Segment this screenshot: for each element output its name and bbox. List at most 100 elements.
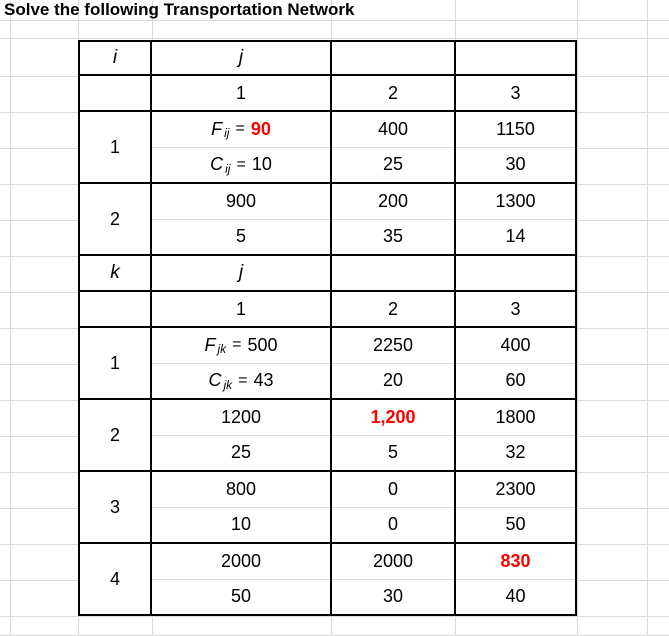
cell-text: 30 [382, 586, 404, 607]
row-label[interactable]: 2 [80, 184, 152, 256]
column-label[interactable]: 3 [456, 76, 577, 112]
unit-cost-cell[interactable]: 30 [332, 580, 454, 615]
sheet-gridline [10, 0, 11, 636]
row-label[interactable]: 1 [80, 328, 152, 400]
variable-subscript: jk [223, 377, 233, 392]
equals-sign: = [238, 371, 248, 389]
cell-text: 0 [387, 478, 398, 499]
cell-text: 32 [505, 442, 526, 463]
unit-cost-cell[interactable]: 50 [152, 580, 330, 615]
fixed-cost-cell[interactable]: 1150 [456, 112, 575, 148]
variable-subscript: ij [224, 126, 230, 141]
destination-axis-header[interactable]: j [152, 256, 332, 292]
unit-cost-cell[interactable]: 5 [152, 220, 330, 255]
unit-cost-cell[interactable]: 25 [332, 148, 454, 183]
fixed-cost-cell[interactable]: 400 [332, 112, 454, 148]
cell-text: 60 [505, 370, 526, 391]
column-label[interactable]: 3 [456, 292, 577, 328]
arc-cell: 900 5 [152, 184, 332, 256]
fixed-cost-cell[interactable]: 2000 [332, 544, 454, 580]
sheet-gridline [0, 38, 669, 39]
unit-cost-cell[interactable]: 50 [456, 508, 575, 543]
column-label[interactable]: 1 [152, 76, 332, 112]
unit-cost-cell[interactable]: 5 [332, 436, 454, 471]
unit-cost-cell[interactable]: 40 [456, 580, 575, 615]
cell-text: 14 [505, 226, 526, 247]
empty-cell[interactable] [456, 256, 577, 292]
variable-symbol: F [211, 118, 223, 139]
cell-text: 50 [505, 514, 526, 535]
fixed-cost-cell[interactable]: 2250 [332, 328, 454, 364]
unit-cost-cell[interactable]: 20 [332, 364, 454, 399]
sheet-title[interactable]: Solve the following Transportation Netwo… [4, 0, 355, 19]
cell-text: 2250 [372, 334, 414, 355]
fixed-cost-cell[interactable]: 1300 [456, 184, 575, 220]
destination-axis-header[interactable]: j [152, 42, 332, 76]
row-label[interactable]: 3 [80, 472, 152, 544]
column-label[interactable]: 2 [332, 76, 456, 112]
arc-cell: 1800 32 [456, 400, 577, 472]
fixed-cost-cell[interactable]: 1,200 [332, 400, 454, 436]
empty-cell[interactable] [332, 42, 456, 76]
empty-cell[interactable] [332, 256, 456, 292]
fixed-cost-cell[interactable]: 830 [456, 544, 575, 580]
cell-text: 10 [230, 514, 252, 535]
cell-text: 1150 [496, 118, 535, 139]
unit-cost-value: 10 [251, 154, 272, 175]
column-label[interactable]: 2 [332, 292, 456, 328]
cell-text: 40 [505, 586, 526, 607]
equals-sign: = [236, 155, 246, 173]
unit-cost-cell[interactable]: 25 [152, 436, 330, 471]
unit-cost-cell[interactable]: 30 [456, 148, 575, 183]
unit-cost-cell[interactable]: 35 [332, 220, 454, 255]
fixed-cost-cell[interactable]: 400 [456, 328, 575, 364]
origin-index-header[interactable]: i [80, 42, 152, 76]
fixed-cost-cell[interactable]: 200 [332, 184, 454, 220]
empty-cell[interactable] [80, 76, 152, 112]
row-label[interactable]: 4 [80, 544, 152, 616]
unit-cost-cell[interactable]: 0 [332, 508, 454, 543]
arc-cell: 1,200 5 [332, 400, 456, 472]
fixed-cost-cell[interactable]: 1200 [152, 400, 330, 436]
fixed-cost-cell[interactable]: 900 [152, 184, 330, 220]
equals-sign: = [235, 120, 245, 138]
cell-text: 50 [230, 586, 252, 607]
arc-cell: 400 60 [456, 328, 577, 400]
transshipment-index-header[interactable]: k [80, 256, 152, 292]
fixed-cost-cell[interactable]: 1800 [456, 400, 575, 436]
fixed-cost-cell[interactable]: 2000 [152, 544, 330, 580]
empty-cell[interactable] [80, 292, 152, 328]
arc-cell: 800 10 [152, 472, 332, 544]
unit-cost-cell[interactable]: 14 [456, 220, 575, 255]
row-label[interactable]: 2 [80, 400, 152, 472]
unit-cost-cell[interactable]: 32 [456, 436, 575, 471]
arc-cell: 2000 30 [332, 544, 456, 616]
cell-text: 5 [235, 226, 246, 247]
unit-cost-cell[interactable]: 10 [152, 508, 330, 543]
variable-subscript: jk [217, 342, 227, 357]
row-label[interactable]: 1 [80, 112, 152, 184]
variable-subscript: ij [225, 161, 231, 176]
empty-cell[interactable] [456, 42, 577, 76]
cell-text: 800 [225, 478, 257, 499]
arc-cell: 400 25 [332, 112, 456, 184]
column-label[interactable]: 1 [152, 292, 332, 328]
cell-text: 400 [500, 334, 531, 355]
unit-cost-value: 43 [253, 370, 274, 391]
cell-text: 0 [387, 514, 398, 535]
arc-cell: 1150 30 [456, 112, 577, 184]
cell-text: 1,200 [370, 406, 416, 427]
fixed-cost-cell[interactable]: 2300 [456, 472, 575, 508]
fixed-cost-cell[interactable]: 0 [332, 472, 454, 508]
fixed-cost-cell[interactable]: 800 [152, 472, 330, 508]
cell-text: 830 [500, 550, 531, 571]
variable-symbol: C [208, 370, 222, 391]
unit-cost-cell[interactable]: 60 [456, 364, 575, 399]
